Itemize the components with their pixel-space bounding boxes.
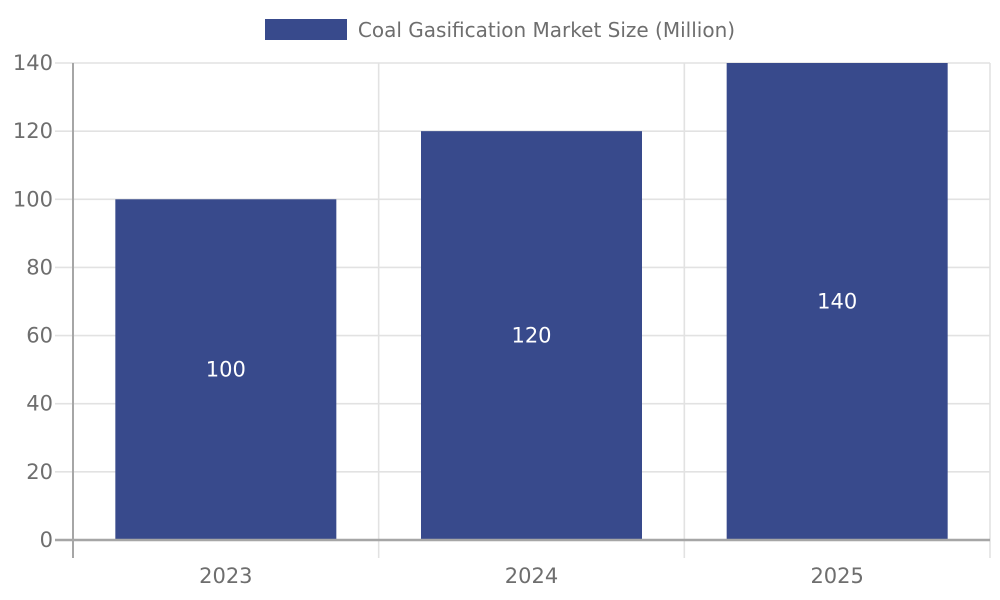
bar-value-label: 140	[817, 290, 857, 314]
x-tick-label: 2025	[810, 564, 863, 588]
bar-2024[interactable]	[421, 131, 642, 540]
x-tick-label: 2024	[505, 564, 558, 588]
y-tick-label: 40	[26, 392, 53, 416]
x-tick-label: 2023	[199, 564, 252, 588]
y-tick-label: 120	[13, 119, 53, 143]
y-tick-label: 0	[40, 528, 53, 552]
legend-label: Coal Gasification Market Size (Million)	[357, 17, 736, 42]
bar-2023[interactable]	[115, 199, 337, 541]
bar-value-label: 100	[206, 358, 246, 382]
legend-swatch	[264, 19, 347, 40]
y-tick-label: 20	[26, 460, 53, 484]
y-tick-label: 80	[26, 255, 53, 279]
chart-legend[interactable]: Coal Gasification Market Size (Million)	[0, 17, 1000, 42]
bar-2025[interactable]	[726, 63, 948, 540]
bar-value-label: 120	[511, 324, 551, 348]
y-tick-label: 140	[13, 51, 53, 75]
y-tick-label: 60	[26, 324, 53, 348]
y-tick-label: 100	[13, 187, 53, 211]
